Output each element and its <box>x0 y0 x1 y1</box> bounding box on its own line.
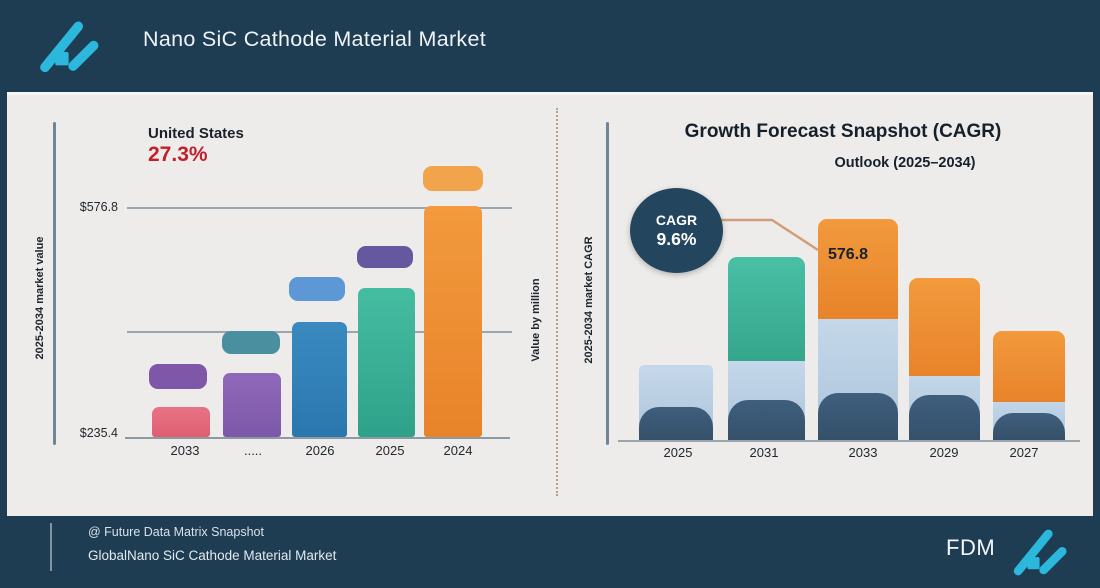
stack-2031-base <box>728 400 805 441</box>
stack-2027-top <box>993 331 1065 402</box>
cagr-badge-label: CAGR <box>655 212 698 228</box>
left-tick-top: $576.8 <box>79 200 118 214</box>
stack-2033-top <box>818 219 898 319</box>
right-xlabel-2027: 2027 <box>1009 445 1039 460</box>
left-xlabel-2026: 2026 <box>305 443 335 458</box>
left-xlabel-dots: ..... <box>243 443 263 458</box>
left-xlabel-2024: 2024 <box>443 443 473 458</box>
right-xlabel-2029: 2029 <box>929 445 959 460</box>
bar-dots-cap <box>222 331 280 354</box>
stack-2033-base <box>818 393 898 441</box>
right-y-axis-line <box>606 122 609 445</box>
right-chart-title: Growth Forecast Snapshot (CAGR) <box>684 121 1002 142</box>
left-baseline <box>125 437 510 439</box>
right-chart-subtitle: Outlook (2025–2034) <box>834 155 976 171</box>
right-xlabel-2025: 2025 <box>663 445 693 460</box>
footer-brand-text: FDM <box>946 535 996 560</box>
stack-2025-base <box>639 407 713 441</box>
footer: @ Future Data Matrix Snapshot GlobalNano… <box>0 513 1100 588</box>
stack-2031-top <box>728 257 805 361</box>
cagr-badge-value: 9.6% <box>656 229 697 249</box>
left-right-axis-label: Value by million <box>530 278 542 362</box>
stack-2027-base <box>993 413 1065 441</box>
stack-2029-base <box>909 395 980 441</box>
left-gridline-top <box>127 207 512 209</box>
bar-2025 <box>358 288 415 437</box>
panel-divider <box>556 108 558 496</box>
bar-2026-cap <box>289 277 345 301</box>
right-baseline <box>618 440 1080 442</box>
right-xlabel-2033: 2033 <box>848 445 878 460</box>
page-title: Nano SiC Cathode Material Market <box>143 27 486 51</box>
left-growth-value: 27.3% <box>148 143 208 166</box>
left-xlabel-2033: 2033 <box>170 443 200 458</box>
left-region-label: United States <box>148 125 244 142</box>
fdm-footer-logo-icon <box>1013 529 1067 576</box>
header: Nano SiC Cathode Material Market <box>0 0 1100 92</box>
right-y-axis-label: 2025-2034 market CAGR <box>583 236 595 364</box>
bar-dots <box>223 373 281 437</box>
left-y-axis-label: 2025-2034 market value <box>34 236 46 360</box>
bar-2033 <box>152 407 210 437</box>
bar-2033-cap <box>149 364 207 389</box>
fdm-logo-icon <box>40 21 99 73</box>
stack-2029-top <box>909 278 980 376</box>
left-xlabel-2025: 2025 <box>375 443 405 458</box>
right-xlabel-2031: 2031 <box>749 445 779 460</box>
cagr-badge: CAGR 9.6% <box>630 188 723 273</box>
left-y-axis-line <box>53 122 56 445</box>
bar-2024 <box>424 206 482 437</box>
bar-2025-cap <box>357 246 413 268</box>
footer-divider <box>50 523 52 571</box>
bar-2024-cap <box>423 166 483 191</box>
bar-value-label-2033: 576.8 <box>828 246 869 263</box>
footer-source-line: GlobalNano SiC Cathode Material Market <box>88 548 337 563</box>
left-tick-bottom: $235.4 <box>79 426 118 440</box>
footer-attribution: @ Future Data Matrix Snapshot <box>88 525 264 539</box>
bar-2026 <box>292 322 347 437</box>
